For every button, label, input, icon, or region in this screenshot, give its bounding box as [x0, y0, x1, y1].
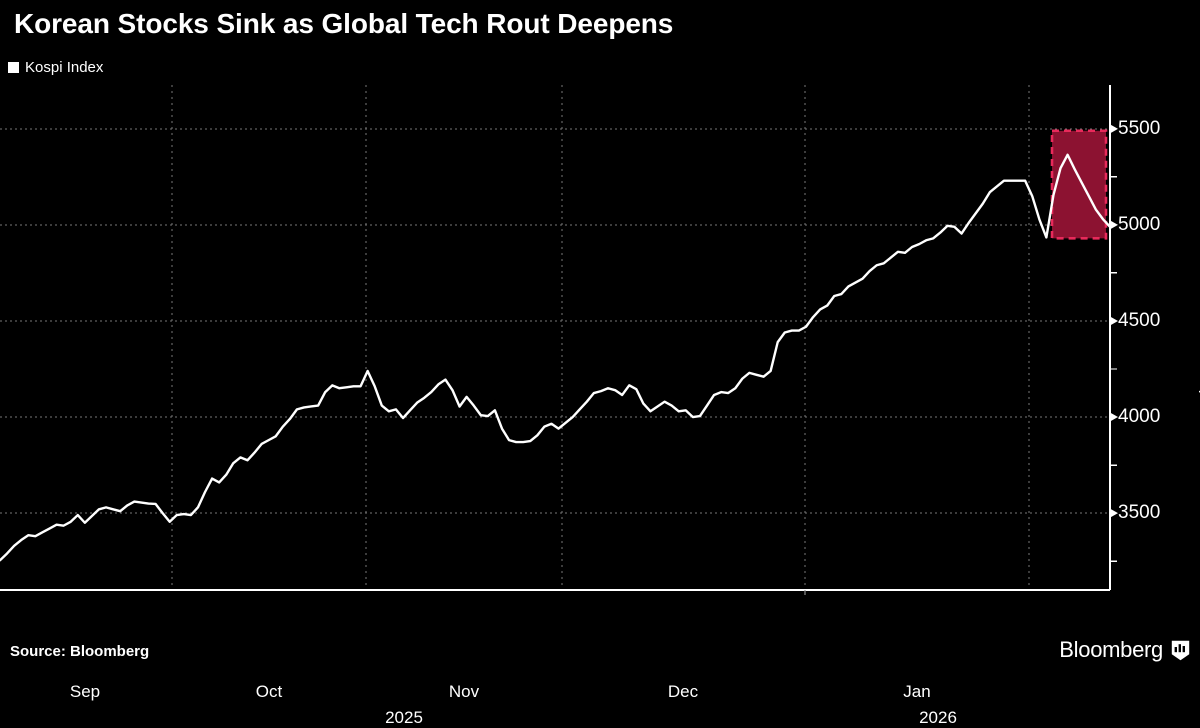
y-tick-label: 4500: [1118, 309, 1161, 331]
x-tick-label: Jan: [903, 682, 931, 701]
chart-axes: [0, 85, 1118, 595]
legend-swatch-icon: [8, 62, 19, 73]
kospi-series-line: [0, 153, 1112, 562]
source-note: Source: Bloomberg: [10, 643, 150, 660]
selloff-highlight-box: [1050, 129, 1108, 240]
grid-lines: [0, 85, 1110, 590]
y-tick-label: 3500: [1118, 502, 1161, 524]
page-title: Korean Stocks Sink as Global Tech Rout D…: [14, 8, 674, 39]
chart-footer: Source: Bloomberg Bloomberg: [0, 635, 1200, 675]
bloomberg-terminal-icon: [1171, 640, 1190, 660]
x-year-label: 2025: [385, 708, 423, 727]
legend-item-label: Kospi Index: [25, 59, 104, 76]
kospi-line-chart: [0, 85, 1118, 595]
bloomberg-wordmark: Bloomberg: [1059, 637, 1163, 662]
chart-root: Korean Stocks Sink as Global Tech Rout D…: [0, 8, 1200, 727]
y-tick-label: 5000: [1118, 213, 1161, 235]
x-tick-label: Oct: [255, 682, 283, 701]
x-tick-label: Nov: [448, 682, 480, 701]
x-year-label: 2026: [919, 708, 957, 727]
chart-legend: Kospi Index: [8, 60, 103, 75]
plot-area: 3500 4000 4500 5000 5500 Sep Oct Nov Dec Jan 2025…: [0, 85, 1200, 727]
x-tick-label: Sep: [69, 682, 101, 701]
y-tick-label: 4000: [1118, 406, 1161, 428]
bloomberg-brand: Bloomberg: [1059, 639, 1190, 661]
x-tick-label: Dec: [667, 682, 699, 701]
y-tick-label: 5500: [1118, 117, 1161, 139]
